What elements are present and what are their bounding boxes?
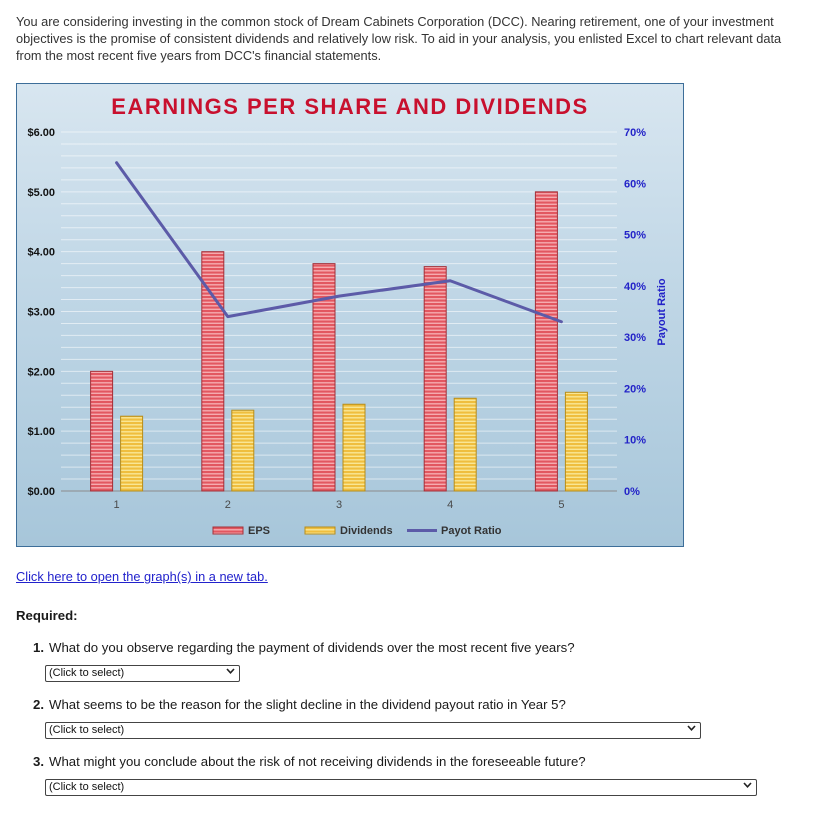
dividends-bar bbox=[231, 410, 255, 492]
bars bbox=[90, 191, 588, 492]
question-1-number: 1. bbox=[33, 640, 44, 656]
question-2-number: 2. bbox=[33, 697, 44, 713]
question-3-select[interactable]: (Click to select) bbox=[45, 778, 757, 796]
svg-text:$1.00: $1.00 bbox=[27, 427, 55, 439]
svg-text:$4.00: $4.00 bbox=[27, 247, 55, 259]
question-2: 2. What seems to be the reason for the sl… bbox=[33, 697, 806, 712]
page: You are considering investing in the com… bbox=[0, 13, 822, 840]
svg-text:20%: 20% bbox=[624, 384, 646, 396]
svg-text:50%: 50% bbox=[624, 230, 646, 242]
svg-text:60%: 60% bbox=[624, 179, 646, 191]
eps-bar bbox=[312, 263, 336, 492]
svg-text:Dividends: Dividends bbox=[340, 525, 393, 537]
payout-ratio-line bbox=[115, 161, 563, 324]
open-graph-link[interactable]: Click here to open the graph(s) in a new… bbox=[16, 569, 268, 585]
svg-text:5: 5 bbox=[558, 499, 564, 511]
gridlines bbox=[61, 131, 617, 492]
svg-text:$5.00: $5.00 bbox=[27, 187, 55, 199]
svg-text:4: 4 bbox=[447, 499, 453, 511]
question-2-text: What seems to be the reason for the slig… bbox=[49, 697, 566, 713]
svg-text:$2.00: $2.00 bbox=[27, 367, 55, 379]
dividends-legend-swatch bbox=[304, 526, 336, 535]
chart-legend: EPS Dividends Payot Ratio bbox=[212, 525, 502, 537]
dividends-bar bbox=[453, 398, 477, 492]
svg-text:1: 1 bbox=[114, 499, 120, 511]
required-label: Required: bbox=[16, 608, 78, 624]
question-1-text: What do you observe regarding the paymen… bbox=[49, 640, 575, 656]
svg-text:0%: 0% bbox=[624, 486, 640, 498]
question-3-text: What might you conclude about the risk o… bbox=[49, 754, 586, 770]
eps-bar bbox=[90, 371, 114, 492]
question-1: 1. What do you observe regarding the paym… bbox=[33, 640, 806, 655]
left-axis-labels: $6.00 $5.00 $4.00 $3.00 $2.00 $1.00 $0.00 bbox=[27, 127, 55, 498]
chart-panel: EARNINGS PER SHARE AND DIVIDENDS 1 2 3 4 5 $6… bbox=[16, 83, 684, 548]
svg-text:70%: 70% bbox=[624, 127, 646, 139]
svg-text:3: 3 bbox=[336, 499, 342, 511]
svg-text:30%: 30% bbox=[624, 333, 646, 345]
svg-text:10%: 10% bbox=[624, 435, 646, 447]
question-2-select-wrap: (Click to select) bbox=[45, 720, 701, 739]
right-axis-title: Payout Ratio bbox=[656, 279, 668, 347]
question-3: 3. What might you conclude about the risk… bbox=[33, 754, 806, 769]
dividends-bar bbox=[120, 416, 144, 492]
question-3-select-wrap: (Click to select) bbox=[45, 777, 757, 796]
x-axis-labels: 1 2 3 4 5 bbox=[114, 499, 565, 511]
question-1-select[interactable]: (Click to select) bbox=[45, 664, 240, 682]
question-2-select[interactable]: (Click to select) bbox=[45, 721, 701, 739]
svg-text:Payot Ratio: Payot Ratio bbox=[441, 525, 502, 537]
eps-bar bbox=[534, 191, 558, 492]
svg-text:40%: 40% bbox=[624, 281, 646, 293]
eps-bar bbox=[201, 251, 225, 492]
svg-text:EPS: EPS bbox=[248, 525, 270, 537]
question-3-number: 3. bbox=[33, 754, 44, 770]
dividends-bar bbox=[342, 404, 366, 492]
eps-bar bbox=[423, 266, 447, 492]
svg-text:$0.00: $0.00 bbox=[27, 486, 55, 498]
eps-legend-swatch bbox=[212, 526, 244, 535]
chart-title: EARNINGS PER SHARE AND DIVIDENDS bbox=[111, 94, 589, 120]
svg-text:$6.00: $6.00 bbox=[27, 127, 55, 139]
intro-paragraph: You are considering investing in the com… bbox=[16, 14, 782, 64]
svg-text:2: 2 bbox=[225, 499, 231, 511]
question-1-select-wrap: (Click to select) bbox=[45, 663, 240, 682]
chart-svg: 1 2 3 4 5 $6.00 $5.00 $4.00 $3.00 $2.00 $1.00 $0.00… bbox=[27, 127, 668, 537]
right-axis-labels: 70% 60% 50% 40% 30% 20% 10% 0% bbox=[624, 127, 646, 498]
dividends-bar bbox=[564, 392, 588, 492]
svg-text:$3.00: $3.00 bbox=[27, 307, 55, 319]
